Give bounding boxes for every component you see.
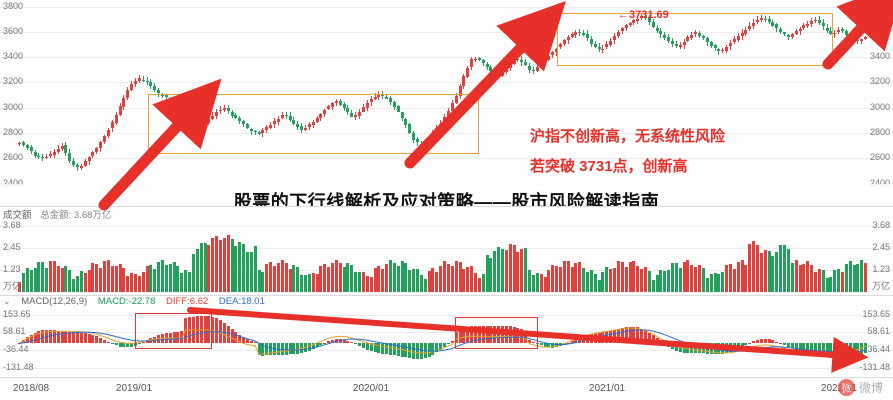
annotation-line-1: 沪指不创新高，无系统性风险: [530, 128, 726, 145]
consolidation-box-2: [557, 13, 833, 66]
price-high-label: ←3731.69: [618, 9, 669, 21]
x-axis-label: 2020/01: [352, 383, 390, 394]
volume-header: 成交额 总金额: 3.68万亿: [0, 206, 112, 221]
x-axis-label: 2021/01: [588, 383, 626, 394]
macd-divergence-box-2: [455, 317, 538, 349]
macd-panel: ⌄ MACD(12,26,9) MACD:-22.78 DIFF:6.62 DE…: [0, 295, 893, 377]
volume-header-label: 成交额: [3, 210, 32, 221]
macd-title: MACD(12,26,9): [21, 296, 88, 307]
watermark: 微 微博: [837, 379, 883, 396]
x-axis-label: 2018/08: [12, 383, 50, 394]
dea-value: DEA:18.01: [218, 296, 265, 307]
macd-lines: [19, 327, 866, 355]
macd-divergence-box-1: [135, 313, 212, 349]
consolidation-box-1: [148, 94, 479, 154]
diff-value: DIFF:6.62: [166, 296, 209, 307]
volume-total-label: 总金额: 3.68万亿: [40, 210, 112, 221]
x-axis-label: 2019/01: [115, 383, 153, 394]
volume-panel: 成交额 总金额: 3.68万亿 3.68 3.68 2.45 2.45 1.23 1.23…: [0, 206, 893, 294]
watermark-text: 微博: [858, 381, 883, 395]
weibo-icon: 微: [837, 379, 855, 396]
annotation-line-2: 若突破 3731点，创新高: [530, 158, 688, 175]
macd-value: MACD:-22.78: [97, 296, 156, 307]
macd-header: ⌄ MACD(12,26,9) MACD:-22.78 DIFF:6.62 DE…: [3, 296, 265, 307]
price-chart-panel: 3800 3800 3600 3600 3400 3400 3200 3200 3000 3000…: [0, 0, 893, 193]
